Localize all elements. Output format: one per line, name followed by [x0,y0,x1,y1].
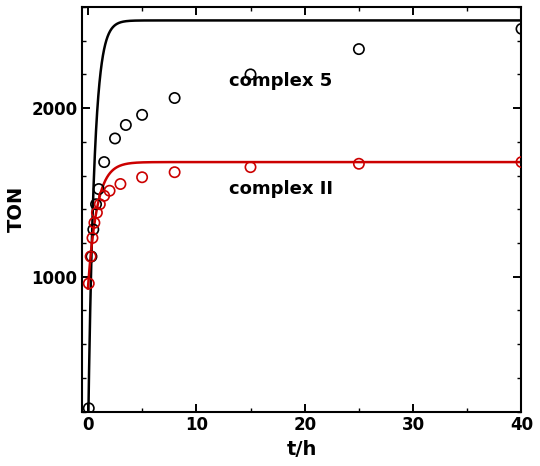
Point [105,187,114,194]
Point [100,192,109,199]
Point [170,169,179,176]
Point [355,160,363,167]
Point [96,200,104,208]
Point [100,158,109,166]
Point [92,200,100,208]
Point [517,158,526,166]
Point [89,226,98,233]
X-axis label: t/h: t/h [287,440,317,459]
Point [246,164,255,171]
Point [92,209,101,216]
Point [246,71,255,78]
Y-axis label: TON: TON [7,186,26,233]
Text: complex 5: complex 5 [229,72,332,90]
Point [138,173,146,181]
Point [111,135,119,142]
Point [94,185,103,193]
Point [116,180,125,188]
Point [84,404,93,412]
Point [87,253,96,260]
Point [122,121,130,129]
Text: complex II: complex II [229,180,333,198]
Point [90,219,99,226]
Point [355,45,363,53]
Point [86,253,95,260]
Point [170,94,179,102]
Point [517,25,526,33]
Point [88,234,97,242]
Point [138,111,146,118]
Point [84,280,93,287]
